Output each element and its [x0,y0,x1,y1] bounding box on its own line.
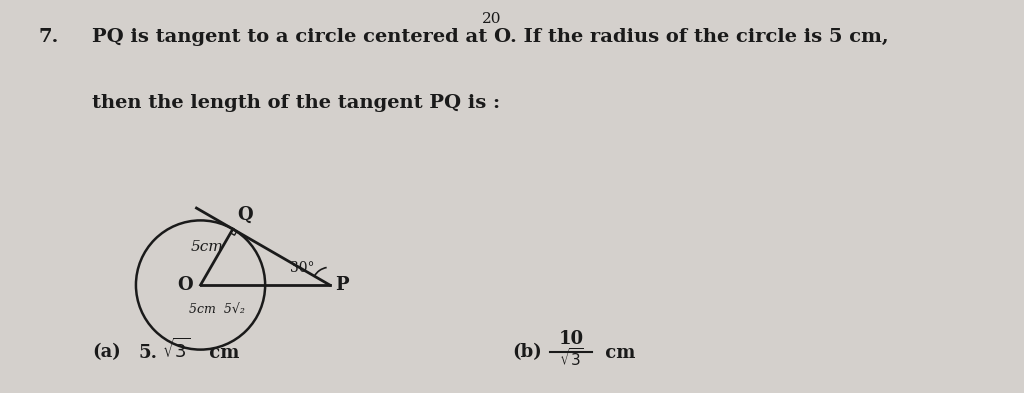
Text: (b): (b) [512,343,542,362]
Text: O: O [177,276,193,294]
Text: Q: Q [238,206,253,224]
Text: 5.: 5. [138,343,158,362]
Text: P: P [335,276,348,294]
Text: cm: cm [599,343,636,362]
Text: $\sqrt{3}$: $\sqrt{3}$ [559,347,584,369]
Text: cm: cm [203,343,240,362]
Text: 5cm: 5cm [190,240,223,254]
Text: 20: 20 [481,12,502,26]
Text: $\sqrt{3}$: $\sqrt{3}$ [162,337,190,362]
Text: (a): (a) [92,343,121,362]
Text: 7.: 7. [39,28,59,46]
Text: 10: 10 [559,330,584,348]
Text: PQ is tangent to a circle centered at O. If the radius of the circle is 5 cm,: PQ is tangent to a circle centered at O.… [92,28,889,46]
Text: then the length of the tangent PQ is :: then the length of the tangent PQ is : [92,94,501,112]
Text: 5cm  5√₂: 5cm 5√₂ [188,303,245,316]
Text: 30°: 30° [291,261,314,275]
